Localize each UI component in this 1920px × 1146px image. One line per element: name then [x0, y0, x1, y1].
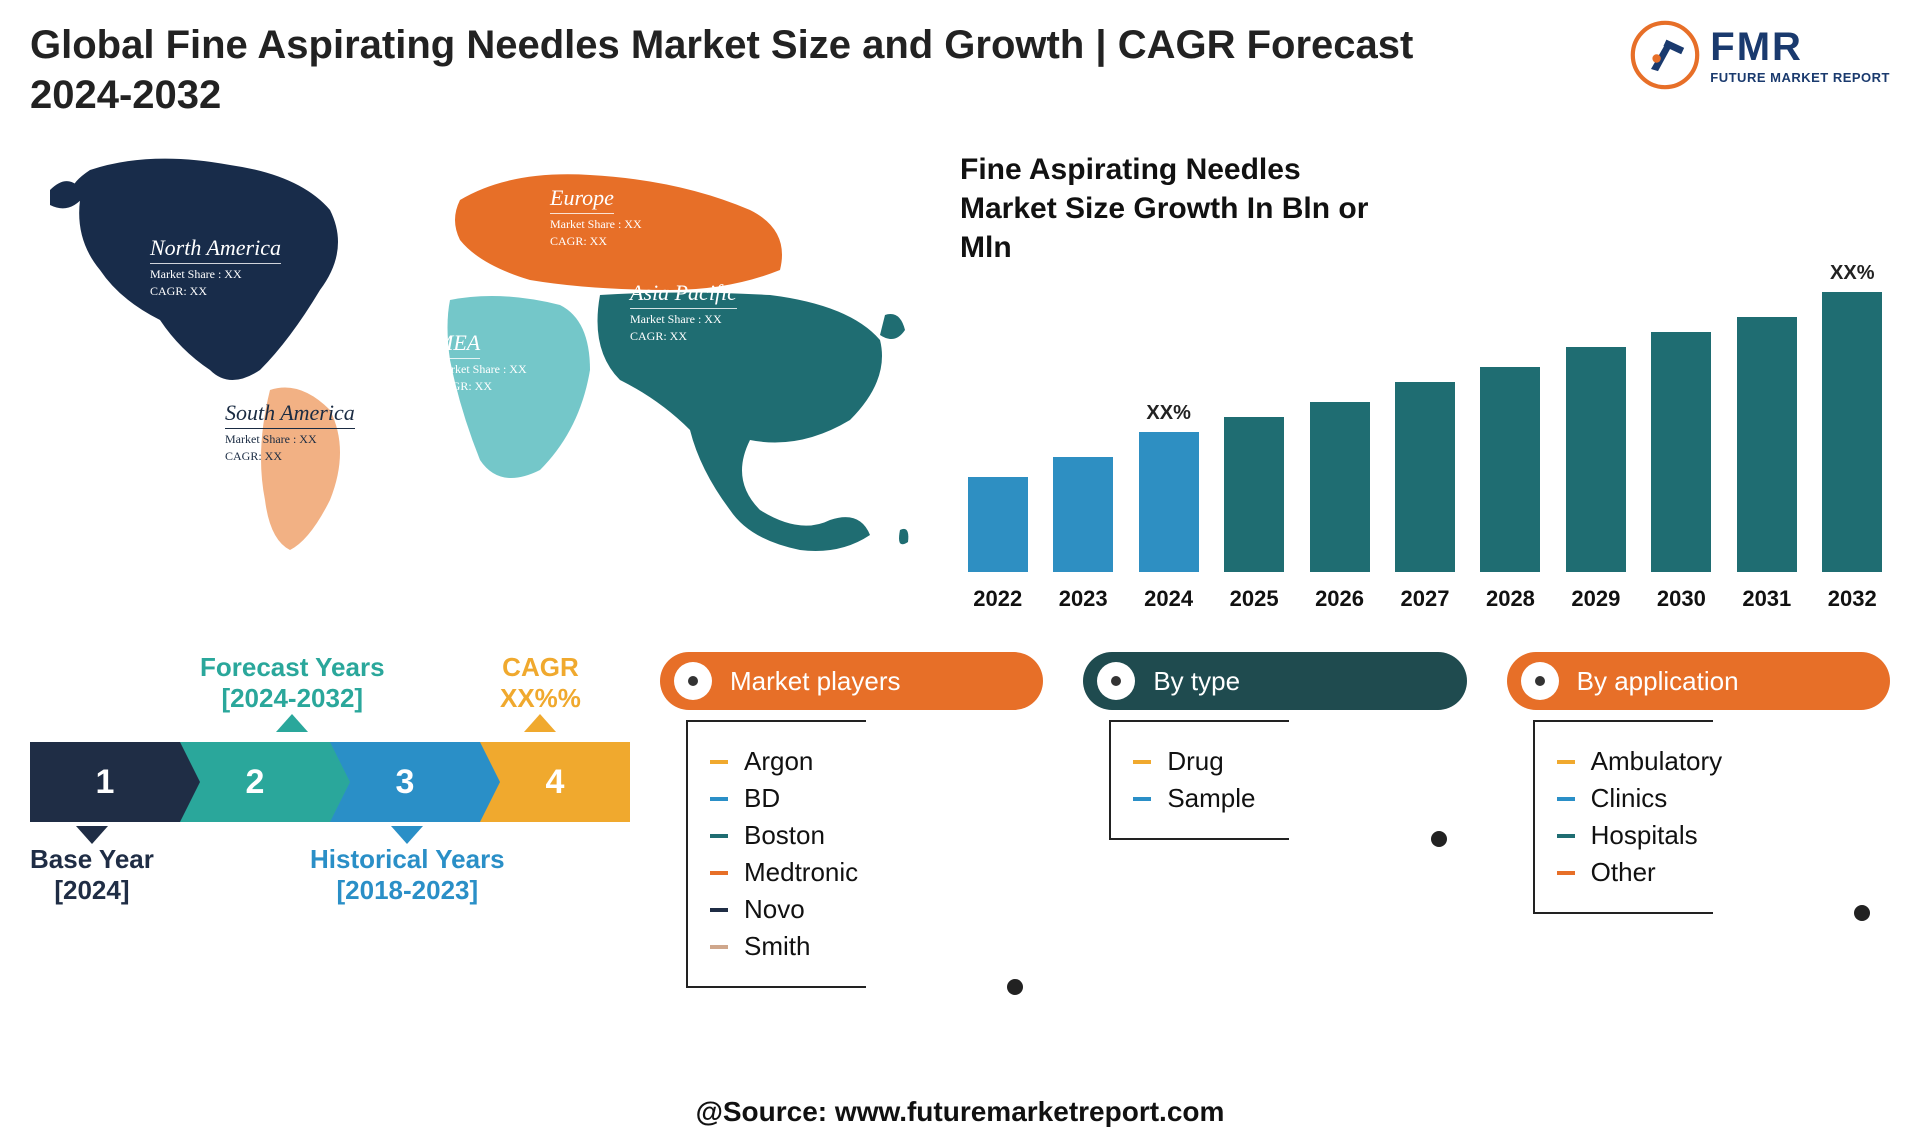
x-label: 2030 [1644, 586, 1719, 612]
source-line: @Source: www.futuremarketreport.com [0, 1096, 1920, 1128]
x-label: 2027 [1387, 586, 1462, 612]
pill-col-1: By type Drug Sample [1083, 652, 1466, 988]
x-label: 2031 [1729, 586, 1804, 612]
bottom-row: Forecast Years[2024-2032] CAGRXX%% 1234 B… [30, 652, 1890, 988]
pill-item: Other [1557, 857, 1890, 888]
pill-title: Market players [730, 666, 901, 697]
x-label: 2028 [1473, 586, 1548, 612]
pill-item: Argon [710, 746, 1043, 777]
dot-icon [674, 662, 712, 700]
dot-icon [1097, 662, 1135, 700]
dot-icon [1521, 662, 1559, 700]
pill-item: Ambulatory [1557, 746, 1890, 777]
pill-item: Novo [710, 894, 1043, 925]
tl-label-cagr: CAGRXX%% [500, 652, 581, 736]
bar-2032: XX% [1815, 292, 1890, 572]
x-label: 2025 [1216, 586, 1291, 612]
region-nz [899, 529, 908, 544]
top-row: North AmericaMarket Share : XXCAGR: XX So… [30, 140, 1890, 612]
pill-title: By application [1577, 666, 1739, 697]
pill-item: Boston [710, 820, 1043, 851]
timeline-seg-4: 4 [480, 742, 630, 822]
bar-2030 [1644, 332, 1719, 572]
pill-list: Drug Sample [1083, 720, 1466, 840]
bar-2029 [1558, 347, 1633, 572]
timeline-seg-3: 3 [330, 742, 480, 822]
tl-label-hist: Historical Years[2018-2023] [310, 822, 505, 906]
pill-list: Ambulatory Clinics Hospitals Other [1507, 720, 1890, 914]
tl-label-base: Base Year[2024] [30, 822, 154, 906]
pill-item: Smith [710, 931, 1043, 962]
telescope-icon [1630, 20, 1700, 90]
tl-label-forecast: Forecast Years[2024-2032] [200, 652, 385, 736]
pill-col-0: Market players Argon BD Boston Medtronic Nov… [660, 652, 1043, 988]
bar-2031 [1729, 317, 1804, 572]
timeline: Forecast Years[2024-2032] CAGRXX%% 1234 B… [30, 652, 630, 932]
pill-item: Drug [1133, 746, 1466, 777]
segmentation: Market players Argon BD Boston Medtronic Nov… [660, 652, 1890, 988]
chart-title: Fine Aspirating Needles Market Size Grow… [960, 150, 1380, 267]
x-label: 2032 [1815, 586, 1890, 612]
pill-item: BD [710, 783, 1043, 814]
pill-title: By type [1153, 666, 1240, 697]
bar-2024: XX% [1131, 432, 1206, 572]
timeline-seg-1: 1 [30, 742, 180, 822]
x-label: 2022 [960, 586, 1035, 612]
bar-chart: XX% XX% 2022 2023 2024 2025 2026 2027 2028 2029 2… [960, 272, 1890, 612]
timeline-seg-2: 2 [180, 742, 330, 822]
fmr-logo: FMR FUTURE MARKET REPORT [1630, 20, 1890, 90]
x-label: 2026 [1302, 586, 1377, 612]
pill-header: By type [1083, 652, 1466, 710]
page-title: Global Fine Aspirating Needles Market Si… [30, 20, 1430, 120]
region-label-na: North AmericaMarket Share : XXCAGR: XX [150, 235, 281, 300]
region-label-eu: EuropeMarket Share : XXCAGR: XX [550, 185, 642, 250]
pill-header: Market players [660, 652, 1043, 710]
bar-chart-area: Fine Aspirating Needles Market Size Grow… [960, 140, 1890, 612]
region-label-ap: Asia PacificMarket Share : XXCAGR: XX [630, 280, 737, 345]
bar-2028 [1473, 367, 1548, 572]
x-label: 2029 [1558, 586, 1633, 612]
x-label: 2023 [1045, 586, 1120, 612]
logo-subtext: FUTURE MARKET REPORT [1710, 70, 1890, 85]
x-label: 2024 [1131, 586, 1206, 612]
logo-text: FMR [1710, 25, 1890, 70]
pill-header: By application [1507, 652, 1890, 710]
pill-item: Hospitals [1557, 820, 1890, 851]
pill-item: Medtronic [710, 857, 1043, 888]
pill-list: Argon BD Boston Medtronic Novo Smith [660, 720, 1043, 988]
bar-2025 [1216, 417, 1291, 572]
bar-2026 [1302, 402, 1377, 572]
bar-2023 [1045, 457, 1120, 572]
bar-2027 [1387, 382, 1462, 572]
pill-col-2: By application Ambulatory Clinics Hospital… [1507, 652, 1890, 988]
world-map: North AmericaMarket Share : XXCAGR: XX So… [30, 140, 930, 560]
pill-item: Sample [1133, 783, 1466, 814]
region-label-mea: MEAMarket Share : XXCAGR: XX [435, 330, 527, 395]
pill-item: Clinics [1557, 783, 1890, 814]
bar-2022 [960, 477, 1035, 572]
region-label-sa: South AmericaMarket Share : XXCAGR: XX [225, 400, 355, 465]
header: Global Fine Aspirating Needles Market Si… [30, 20, 1890, 120]
